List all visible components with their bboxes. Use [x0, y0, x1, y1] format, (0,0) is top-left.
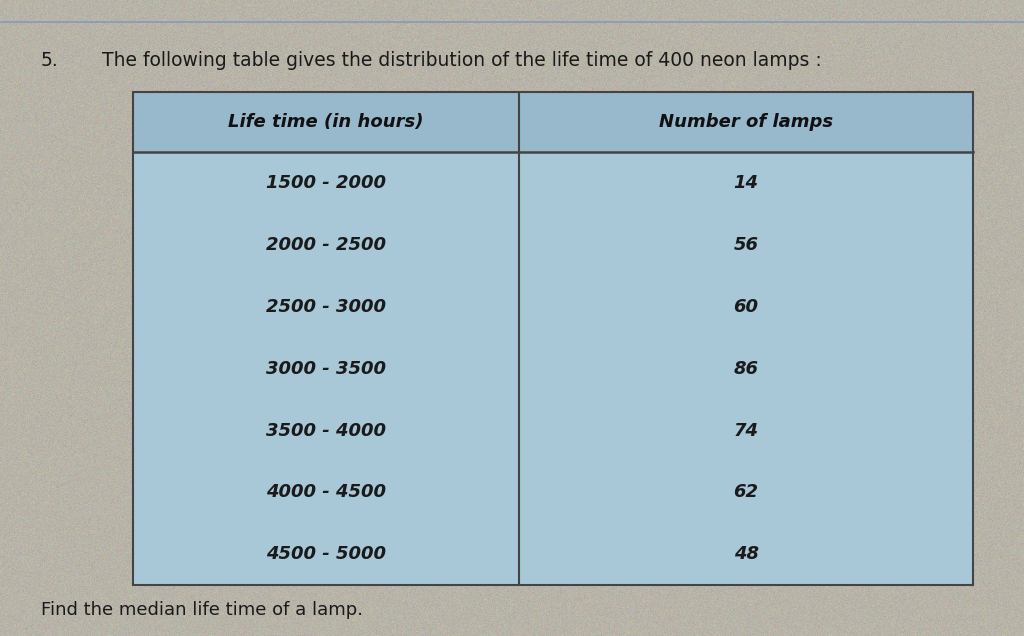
Text: 4000 - 4500: 4000 - 4500	[266, 483, 386, 501]
Text: 56: 56	[733, 236, 759, 254]
Text: 62: 62	[733, 483, 759, 501]
Text: 86: 86	[733, 360, 759, 378]
Text: The following table gives the distribution of the life time of 400 neon lamps :: The following table gives the distributi…	[102, 51, 822, 70]
Text: 60: 60	[733, 298, 759, 316]
Text: 2000 - 2500: 2000 - 2500	[266, 236, 386, 254]
Text: 3500 - 4000: 3500 - 4000	[266, 422, 386, 439]
Text: 2500 - 3000: 2500 - 3000	[266, 298, 386, 316]
Text: 3000 - 3500: 3000 - 3500	[266, 360, 386, 378]
Bar	[133, 92, 973, 585]
Bar	[133, 92, 973, 585]
Text: Life time (in hours): Life time (in hours)	[228, 113, 424, 131]
Text: 5.: 5.	[41, 51, 58, 70]
Bar	[133, 92, 973, 153]
Text: 48: 48	[733, 545, 759, 563]
Text: 14: 14	[733, 174, 759, 192]
Text: 1500 - 2000: 1500 - 2000	[266, 174, 386, 192]
Text: 4500 - 5000: 4500 - 5000	[266, 545, 386, 563]
Text: Find the median life time of a lamp.: Find the median life time of a lamp.	[41, 601, 362, 619]
Text: Number of lamps: Number of lamps	[659, 113, 834, 131]
Text: 74: 74	[733, 422, 759, 439]
